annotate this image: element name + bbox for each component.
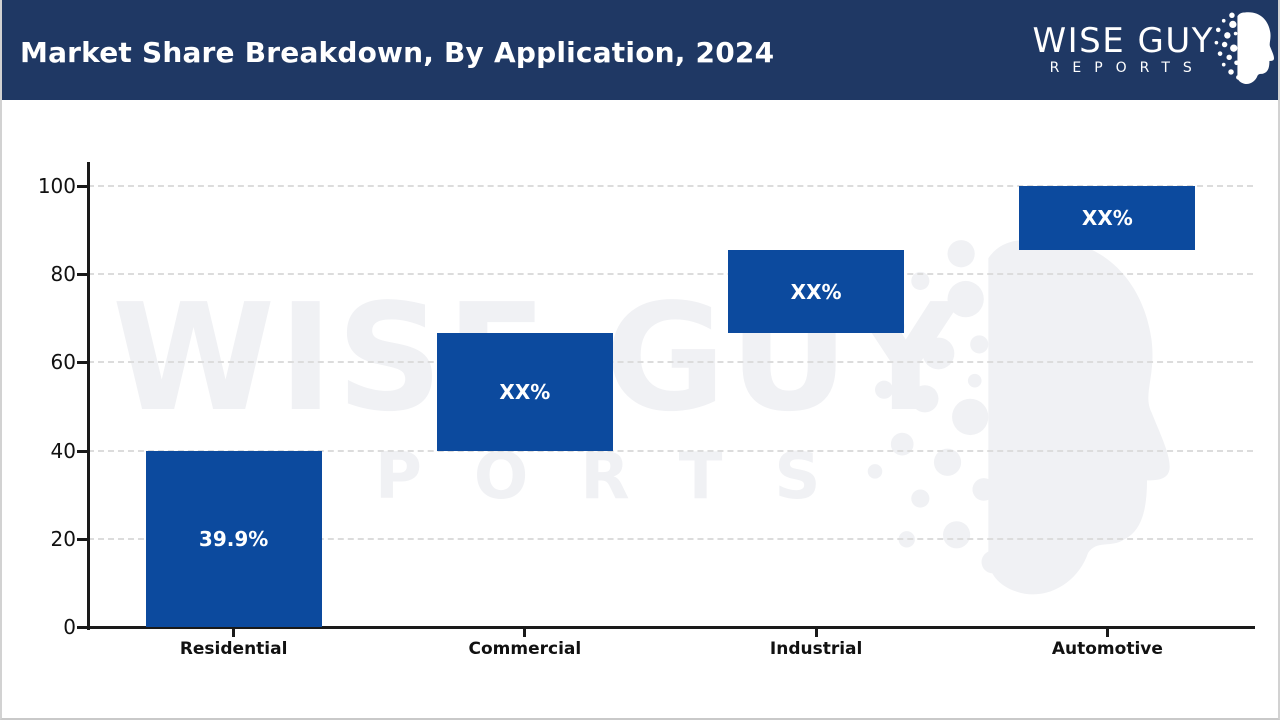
chart-title: Market Share Breakdown, By Application, … [20, 36, 775, 69]
bar-commercial: XX% [436, 332, 613, 452]
y-tick-20 [77, 537, 87, 541]
bar-value-label: XX% [790, 279, 842, 304]
gridline-80 [88, 273, 1253, 276]
category-label-commercial: Commercial [468, 639, 582, 659]
category-label-industrial: Industrial [769, 639, 863, 659]
y-tick-label-0: 0 [63, 615, 76, 639]
category-label-automotive: Automotive [1051, 639, 1163, 659]
x-tick-industrial [814, 629, 818, 637]
brand-logo-text: WISE GUY REPORTS [1032, 21, 1214, 76]
y-tick-100 [77, 185, 87, 188]
gridline-60 [88, 361, 1253, 364]
x-axis-line [87, 626, 1255, 629]
gridline-20 [88, 537, 1253, 540]
bar-industrial: XX% [728, 250, 905, 333]
brand-subname: REPORTS [1049, 59, 1205, 76]
y-tick-60 [77, 361, 87, 365]
y-tick-0 [77, 626, 87, 629]
y-tick-80 [77, 273, 87, 277]
y-tick-label-60: 60 [50, 350, 76, 375]
brand-head-icon [1210, 8, 1274, 92]
header-band: Market Share Breakdown, By Application, … [0, 0, 1280, 100]
category-label-residential: Residential [179, 639, 288, 659]
brand-logo: WISE GUY REPORTS [1032, 4, 1274, 96]
x-tick-residential [232, 629, 236, 637]
gridline-100 [88, 185, 1253, 187]
bar-value-label: XX% [499, 379, 551, 404]
y-axis-line [87, 162, 90, 630]
y-tick-label-20: 20 [50, 526, 76, 551]
bar-automotive: XX% [1019, 186, 1196, 251]
y-tick-label-80: 80 [50, 262, 76, 287]
y-tick-label-40: 40 [50, 438, 76, 463]
head-watermark [852, 222, 1170, 630]
gridline-40 [88, 449, 1253, 452]
x-tick-automotive [1105, 629, 1109, 637]
y-tick-label-100: 100 [37, 174, 76, 198]
face-profile-shape [988, 238, 1170, 595]
bar-residential: 39.9% [145, 451, 322, 627]
bar-value-label: XX% [1081, 206, 1133, 231]
bar-value-label: 39.9% [198, 527, 269, 551]
y-tick-40 [77, 449, 87, 453]
brand-name: WISE GUY [1032, 21, 1214, 62]
x-tick-commercial [523, 629, 527, 637]
